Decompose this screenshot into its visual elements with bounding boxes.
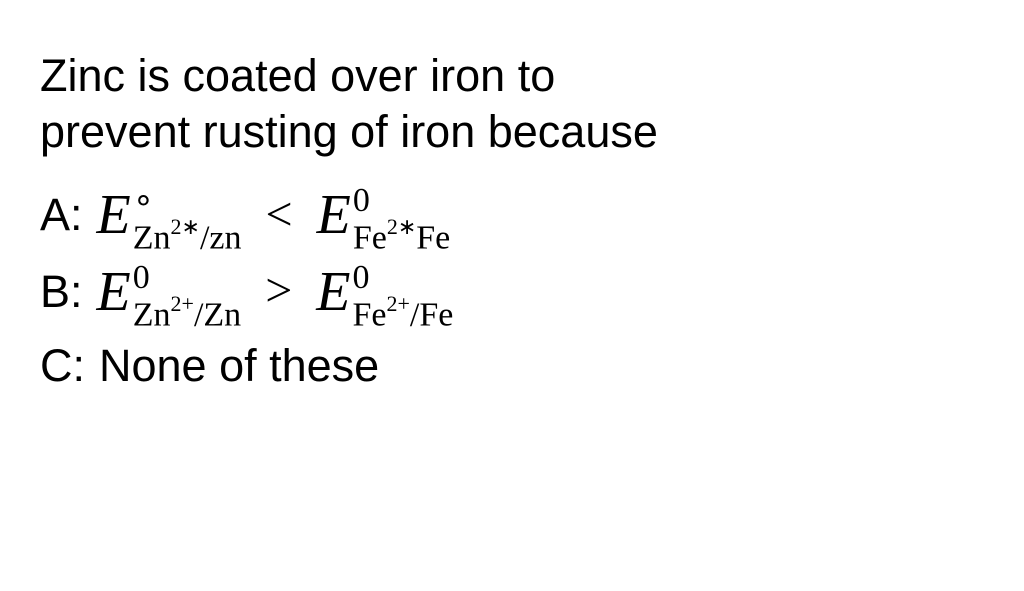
- sub-sep: /: [410, 296, 419, 333]
- superscript: ∘: [133, 184, 242, 212]
- subscript: Fe2+/Fe: [352, 295, 453, 323]
- option-a-left-term: E ∘ Zn2∗/zn: [97, 184, 242, 246]
- supsub: 0 Fe2+/Fe: [352, 261, 453, 323]
- supsub: 0 Zn2+/Zn: [133, 261, 241, 323]
- sub-tail: Zn: [203, 296, 241, 333]
- sub-charge: 2+: [171, 291, 194, 316]
- option-a-label: A:: [40, 179, 83, 251]
- subscript: Fe2∗Fe: [353, 218, 450, 246]
- options-block: A: E ∘ Zn2∗/zn < E 0: [40, 177, 984, 403]
- subscript: Zn2∗/zn: [133, 218, 242, 246]
- sub-charge: 2+: [386, 291, 409, 316]
- supsub: 0 Fe2∗Fe: [353, 184, 450, 246]
- sub-tail: Fe: [419, 296, 453, 333]
- superscript: 0: [133, 261, 241, 289]
- option-c-text: None of these: [99, 330, 379, 402]
- symbol-E: E: [316, 264, 350, 320]
- question-line-1: Zinc is coated over iron to: [40, 50, 555, 101]
- sub-charge: 2∗: [387, 214, 416, 239]
- option-b-left-term: E 0 Zn2+/Zn: [97, 261, 242, 323]
- operator-lt: <: [266, 177, 293, 254]
- question-line-2: prevent rusting of iron because: [40, 106, 658, 157]
- option-b: B: E 0 Zn2+/Zn > E 0: [40, 253, 984, 330]
- sub-main: Fe: [352, 296, 386, 333]
- supsub: ∘ Zn2∗/zn: [133, 184, 242, 246]
- subscript: Zn2+/Zn: [133, 295, 241, 323]
- symbol-E: E: [97, 264, 131, 320]
- option-c-label: C:: [40, 330, 85, 402]
- sub-main: Fe: [353, 219, 387, 256]
- option-c: C: None of these: [40, 330, 984, 402]
- sub-sep: /: [194, 296, 203, 333]
- symbol-E: E: [97, 187, 131, 243]
- sub-sep: /: [200, 219, 209, 256]
- sub-tail: Fe: [416, 219, 450, 256]
- sub-charge: 2∗: [171, 214, 200, 239]
- page: Zinc is coated over iron to prevent rust…: [0, 0, 1024, 402]
- operator-gt: >: [265, 253, 292, 330]
- option-a-expression: E ∘ Zn2∗/zn < E 0 Fe2∗Fe: [97, 177, 451, 254]
- sub-main: Zn: [133, 219, 171, 256]
- superscript: 0: [353, 184, 450, 212]
- option-a-right-term: E 0 Fe2∗Fe: [317, 184, 451, 246]
- option-b-expression: E 0 Zn2+/Zn > E 0 Fe2+/Fe: [97, 253, 454, 330]
- option-a: A: E ∘ Zn2∗/zn < E 0: [40, 177, 984, 254]
- symbol-E: E: [317, 187, 351, 243]
- question-text: Zinc is coated over iron to prevent rust…: [40, 48, 984, 161]
- superscript: 0: [352, 261, 453, 289]
- sub-tail: zn: [209, 219, 241, 256]
- sub-main: Zn: [133, 296, 171, 333]
- option-b-right-term: E 0 Fe2+/Fe: [316, 261, 453, 323]
- option-b-label: B:: [40, 256, 83, 328]
